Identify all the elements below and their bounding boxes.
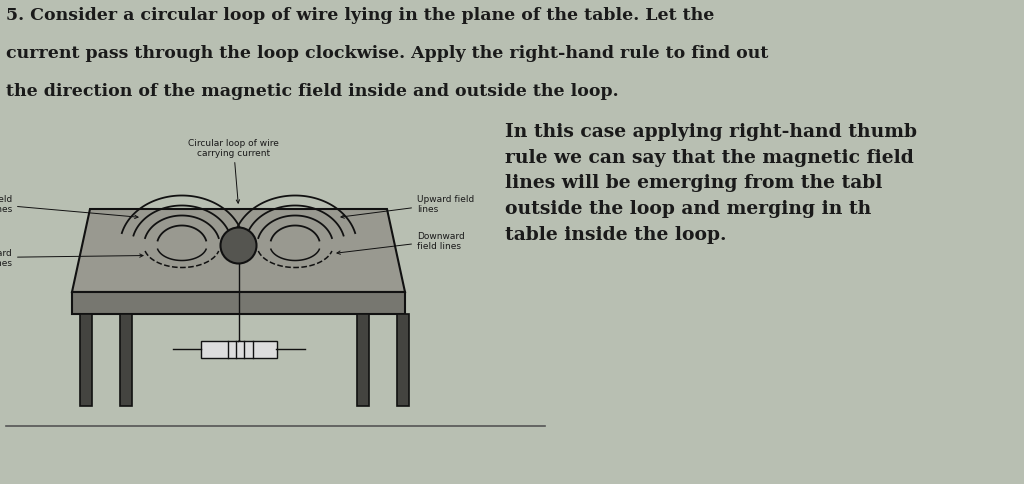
Circle shape — [220, 228, 256, 264]
Text: Circular loop of wire
carrying current: Circular loop of wire carrying current — [188, 138, 279, 204]
Text: current pass through the loop clockwise. Apply the right-hand rule to find out: current pass through the loop clockwise.… — [6, 45, 768, 62]
Polygon shape — [120, 314, 132, 406]
Text: Upward field
lines: Upward field lines — [0, 195, 138, 219]
Text: Downward
field lines: Downward field lines — [0, 248, 143, 268]
Polygon shape — [357, 314, 369, 406]
Polygon shape — [80, 314, 92, 406]
Text: the direction of the magnetic field inside and outside the loop.: the direction of the magnetic field insi… — [6, 83, 618, 100]
Text: In this case applying right-hand thumb
rule we can say that the magnetic field
l: In this case applying right-hand thumb r… — [505, 123, 918, 243]
Text: 5. Consider a circular loop of wire lying in the plane of the table. Let the: 5. Consider a circular loop of wire lyin… — [6, 7, 715, 24]
Polygon shape — [72, 292, 406, 314]
Text: Downward
field lines: Downward field lines — [337, 231, 465, 255]
Polygon shape — [72, 210, 406, 292]
Bar — [201, 341, 276, 358]
Polygon shape — [397, 314, 409, 406]
Text: Upward field
lines: Upward field lines — [341, 195, 474, 219]
